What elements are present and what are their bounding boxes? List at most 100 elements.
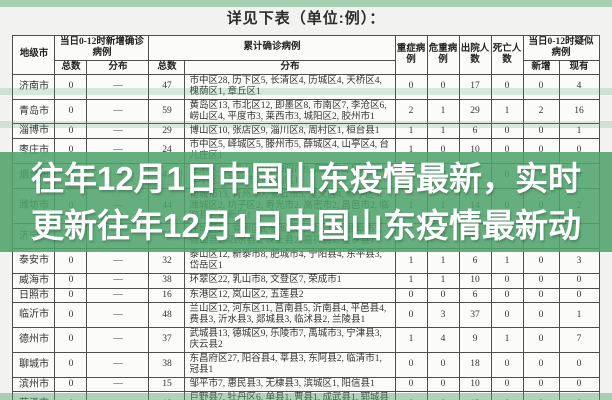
cell-city: 菏泽市 [12,391,56,400]
cell-susp-new: 0 [522,351,560,378]
cell-cum-dist: 东昌府区27, 阳谷县4, 莘县3, 东阿县2, 临清市1, 冠县1 [184,351,396,378]
cell-cum-total: 38 [148,351,186,378]
table-row: 滨州市 0—15 邹平市7, 惠民县3, 无棣县3, 滨城区1, 阳信县1 0 0 10 0… [12,376,600,393]
cell-city: 淄博市 [12,123,56,139]
cell-deaths: 1 [490,326,524,353]
cell-deaths: 0 [490,391,524,400]
cell-cum-dist: 黄岛区13, 市北区12, 即墨区8, 市南区7, 李沧区6, 崂山区4, 平度… [184,98,396,125]
cell-susp-new: 0 [522,391,560,400]
header-suspected-new: 新增 [522,59,560,75]
cell-new-total: 0 [54,302,88,328]
cell-discharged: 9 [458,326,492,353]
cell-susp-new: 0 [522,273,560,289]
cell-city: 德州市 [12,326,56,353]
cell-cum-total: 47 [148,73,186,100]
cell-susp-new: 0 [522,302,560,328]
cell-deaths: 0 [490,273,524,289]
cell-susp-new: 0 [522,287,560,304]
header-cum-dist: 分布 [184,59,396,75]
cell-susp-existing: 4 [558,73,600,100]
cell-cum-dist: 东港区12, 岚山区2, 五莲县2 [184,287,396,304]
cell-susp-new: 0 [522,248,560,275]
cell-critical: 1 [426,273,460,289]
table-row: 威海市 0—38 环翠区22, 乳山市8, 文登区7, 荣成市1 1 1 10 0 0 0 [12,273,600,289]
cell-critical: 0 [426,287,460,304]
cell-new-dist: — [86,273,150,289]
cell-deaths: 0 [490,287,524,304]
cell-severe: 0 [394,287,428,304]
cell-city: 聊城市 [12,351,56,378]
cell-susp-existing: 7 [558,326,600,353]
header-city: 地级市 [12,35,56,75]
cell-city: 泰安市 [12,248,56,275]
cell-city: 济南市 [12,73,56,100]
cell-susp-new: 0 [522,73,560,100]
cell-susp-existing: 3 [558,248,600,275]
green-stripe-top [0,0,612,7]
header-new-group: 当日0-12时新增确诊病例 [54,35,150,61]
cell-new-dist: — [86,302,150,328]
cell-critical: 1 [426,98,460,125]
cell-cum-dist: 环翠区22, 乳山市8, 文登区7, 荣成市1 [184,273,396,289]
table-row: 聊城市 0—38 东昌府区27, 阳谷县4, 莘县3, 东阿县2, 临清市1, 冠县… [12,351,600,378]
cell-discharged: 13 [458,391,492,400]
cell-severe: 1 [394,123,428,139]
header-row-2: 总数 分布 总数 分布 新增 现有 [13,59,600,75]
header-new-dist: 分布 [86,59,150,75]
cell-new-total: 0 [54,287,88,304]
cell-discharged: 6 [458,123,492,139]
cell-susp-existing: 1 [558,302,600,328]
cell-city: 滨州市 [12,376,56,393]
header-deaths: 死亡人数 [490,35,524,75]
cell-critical: 1 [426,248,460,275]
headline-line-2: 更新往年12月1日中国山东疫情最新动 [30,207,582,244]
cell-new-total: 0 [54,248,88,275]
cell-discharged: 6 [458,248,492,275]
cell-new-total: 0 [54,73,88,100]
cell-new-total: 0 [54,391,88,400]
table-row: 临沂市 0—48 兰山区12, 河东区11, 莒南县5, 沂南县4, 平邑县4, 费… [12,302,600,328]
cell-severe: 2 [394,98,428,125]
cell-cum-total: 29 [148,123,186,139]
cell-susp-existing: 1 [558,123,600,139]
cell-critical: 4 [426,326,460,353]
cell-cum-dist: 巨野县7, 牡丹区6, 单县1, 曹县1, 成武县1, 郓城县1, 东明县1 [184,391,396,400]
table-row: 德州市 0—37 武城县13, 德城区9, 乐陵市7, 禹城市3, 宁津县3, 庆云… [12,326,600,353]
cell-discharged: 10 [458,376,492,393]
headline-overlay: 往年12月1日中国山东疫情最新，实时 更新往年12月1日中国山东疫情最新动 [0,152,612,252]
cell-city: 威海市 [12,273,56,289]
cell-deaths: 0 [490,302,524,328]
cell-discharged: 10 [458,273,492,289]
cell-discharged: 6 [458,287,492,304]
cell-new-total: 0 [54,376,88,393]
header-discharged: 出院人数 [458,35,492,75]
cell-cum-dist: 泰山区12, 新泰市8, 肥城市4, 宁阳县4, 东平县3, 岱岳区1 [184,248,396,275]
cell-deaths: 1 [490,248,524,275]
cell-new-dist: — [86,248,150,275]
table-row: 淄博市 0—29 博山区10, 张店区9, 淄川区8, 周村区1, 桓台县1 1 1 6 0… [12,123,600,139]
table-row: 日照市 0—16 东港区12, 岚山区2, 五莲县2 0 0 6 0 0 0 [12,287,600,304]
cell-susp-existing: 0 [558,351,600,378]
cell-city: 临沂市 [12,302,56,328]
table-row: 菏泽市0—18巨野县7, 牡丹区6, 单县1, 曹县1, 成武县1, 郓城县1,… [12,391,600,400]
cell-deaths: 0 [490,351,524,378]
cell-new-total: 0 [54,98,88,125]
cell-city: 日照市 [12,287,56,304]
cell-cum-total: 37 [148,326,186,353]
cell-new-total: 0 [54,326,88,353]
cell-severe: 1 [394,326,428,353]
cell-discharged: 37 [458,302,492,328]
cell-susp-new: 2 [522,98,560,125]
cell-susp-existing: 16 [558,98,600,125]
cell-cum-dist: 市中区28, 历下区5, 长清区4, 历城区4, 天桥区4, 槐荫区1, 章丘区… [184,73,396,100]
cell-deaths: 1 [490,98,524,125]
headline-line-1: 往年12月1日中国山东疫情最新，实时 [30,160,582,197]
cell-cum-dist: 兰山区12, 河东区11, 莒南县5, 沂南县4, 平邑县4, 费县3, 沂水县… [184,302,396,328]
header-cum-total: 总数 [148,59,186,75]
header-severe: 重症病例 [394,35,428,75]
cell-susp-existing: 0 [558,287,600,304]
cell-cum-total: 18 [148,391,186,400]
cell-susp-new: 0 [522,123,560,139]
header-new-total: 总数 [54,59,88,75]
